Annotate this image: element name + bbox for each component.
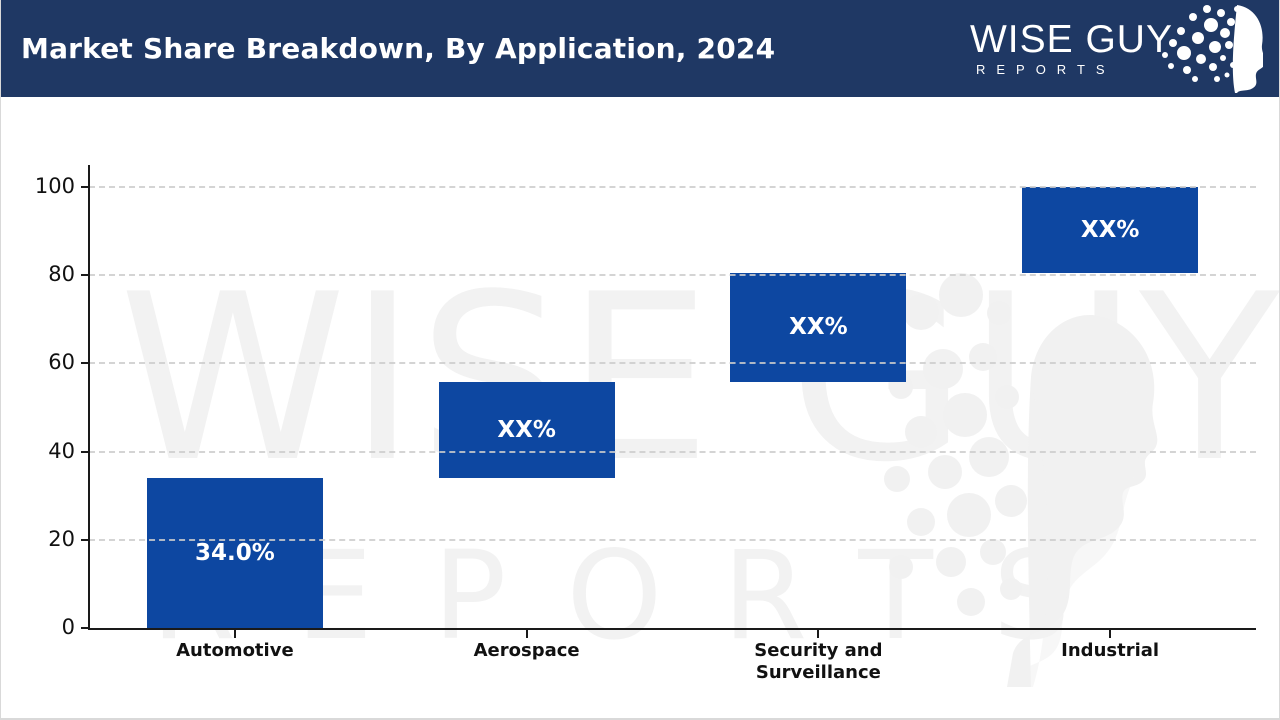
y-tick-label: 40 xyxy=(48,438,75,463)
x-tick-mark xyxy=(1109,630,1112,638)
x-category-label: Security and Surveillance xyxy=(754,640,883,683)
chart-canvas: WISE GUY REPORTS 0 20 40 60 80 100 34.0% Automo… xyxy=(1,97,1280,718)
y-tick-mark xyxy=(81,627,89,629)
gridline-y-20 xyxy=(89,538,1256,541)
bar-value-label: 34.0% xyxy=(194,540,275,567)
gridline-y-40 xyxy=(89,450,1256,453)
bar-aerospace: XX% xyxy=(438,381,615,479)
bar-automotive: 34.0% xyxy=(146,478,323,628)
y-tick-label: 80 xyxy=(48,262,75,287)
x-tick-mark xyxy=(233,630,236,638)
x-category-label: Industrial xyxy=(1061,640,1160,661)
gridline-y-80 xyxy=(89,274,1256,277)
x-axis-spine xyxy=(88,628,1256,630)
x-tick-mark xyxy=(525,630,528,638)
y-tick-mark xyxy=(81,274,89,277)
x-category-label: Automotive xyxy=(176,640,294,661)
gridline-y-100 xyxy=(89,186,1256,188)
page-title: Market Share Breakdown, By Application, … xyxy=(21,32,776,65)
bar-industrial: XX% xyxy=(1022,187,1199,273)
y-tick-mark xyxy=(81,186,89,188)
x-tick-mark xyxy=(817,630,820,638)
y-tick-mark xyxy=(81,362,89,365)
y-tick-mark xyxy=(81,450,89,453)
bar-value-label: XX% xyxy=(1080,216,1140,243)
brand-head-icon xyxy=(1162,4,1263,93)
y-tick-label: 0 xyxy=(61,615,75,639)
bar-value-label: XX% xyxy=(789,314,848,341)
brand-name: WISE GUY xyxy=(969,18,1173,61)
y-tick-label: 100 xyxy=(34,174,75,198)
y-tick-label: 20 xyxy=(48,526,75,551)
brand-subtitle: REPORTS xyxy=(975,62,1116,77)
bar-value-label: XX% xyxy=(497,416,556,443)
brand-logo-text: WISE GUY REPORTS xyxy=(970,20,1173,77)
gridline-y-60 xyxy=(89,362,1256,365)
y-tick-label: 60 xyxy=(48,350,75,375)
y-tick-mark xyxy=(81,538,89,541)
x-category-label: Aerospace xyxy=(473,640,580,661)
bar-security-and-surveillance: XX% xyxy=(730,272,907,382)
brand-logo: WISE GUY REPORTS xyxy=(970,3,1263,95)
y-axis-spine xyxy=(88,165,90,630)
header-bar: Market Share Breakdown, By Application, … xyxy=(1,0,1279,97)
watermark-brand-text: WISE GUY xyxy=(119,246,1280,513)
